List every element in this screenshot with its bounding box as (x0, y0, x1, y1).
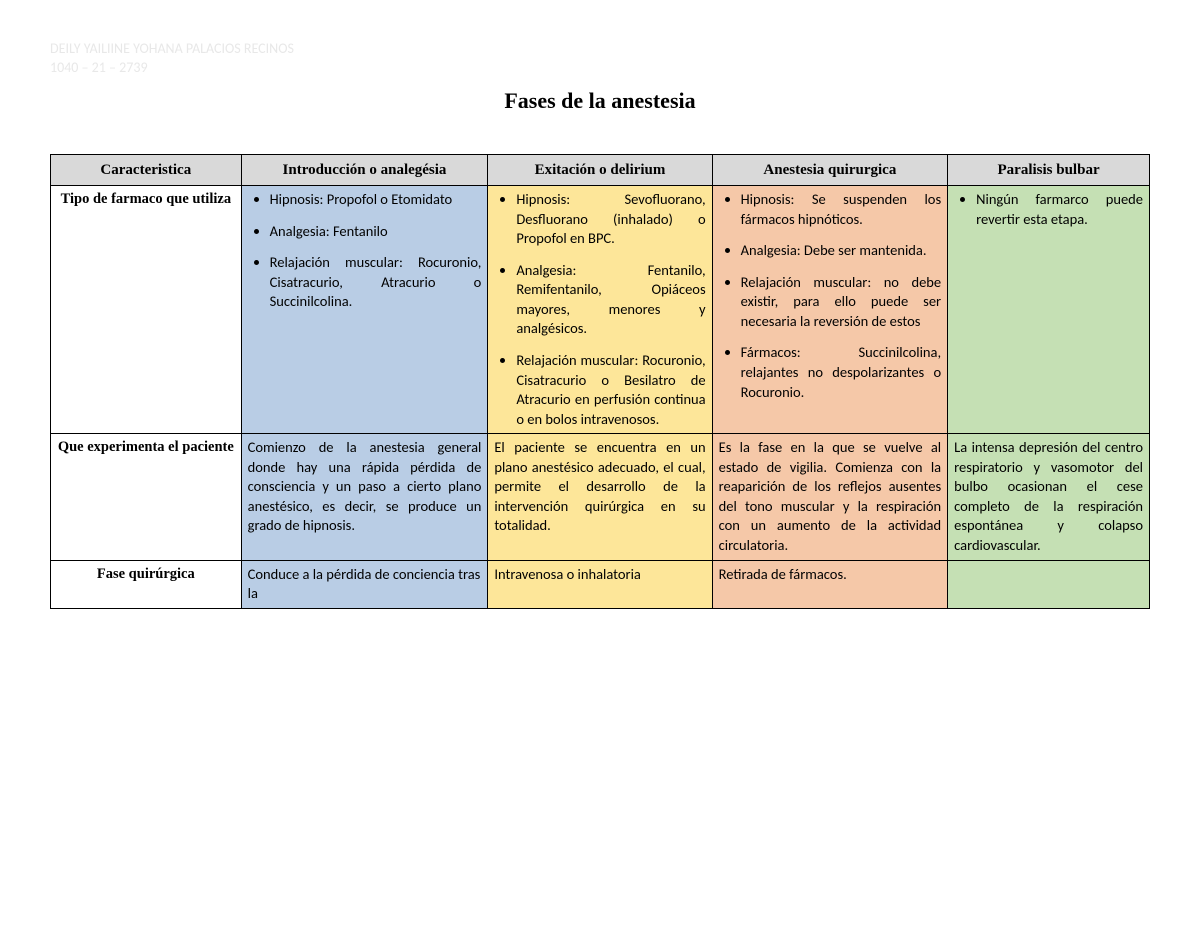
cell-list: Hipnosis: Sevofluorano, Desfluorano (inh… (494, 190, 705, 429)
anesthesia-table: CaracteristicaIntroducción o analegésiaE… (50, 154, 1150, 609)
page-title: Fases de la anestesia (50, 88, 1150, 114)
table-cell: Es la fase en la que se vuelve al estado… (712, 434, 948, 560)
list-item: Ningún farmarco puede revertir esta etap… (976, 190, 1143, 229)
col-header-2: Exitación o delirium (488, 154, 712, 185)
row-label: Fase quirúrgica (51, 560, 242, 608)
col-header-0: Caracteristica (51, 154, 242, 185)
watermark-line2: 1040 – 21 – 2739 (50, 59, 1150, 78)
table-cell (948, 560, 1150, 608)
table-cell: El paciente se encuentra en un plano ane… (488, 434, 712, 560)
table-cell: Intravenosa o inhalatoria (488, 560, 712, 608)
list-item: Relajación muscular: Rocuronio, Cisatrac… (516, 351, 705, 429)
table-cell: Conduce a la pérdida de conciencia tras … (241, 560, 488, 608)
table-row: Que experimenta el pacienteComienzo de l… (51, 434, 1150, 560)
list-item: Hipnosis: Propofol o Etomidato (270, 190, 482, 210)
col-header-1: Introducción o analegésia (241, 154, 488, 185)
row-label: Tipo de farmaco que utiliza (51, 186, 242, 434)
table-cell: Ningún farmarco puede revertir esta etap… (948, 186, 1150, 434)
table-cell: Comienzo de la anestesia general donde h… (241, 434, 488, 560)
list-item: Hipnosis: Sevofluorano, Desfluorano (inh… (516, 190, 705, 249)
list-item: Analgesia: Fentanilo (270, 222, 482, 242)
col-header-3: Anestesia quirurgica (712, 154, 948, 185)
watermark-line1: DEILY YAILIINE YOHANA PALACIOS RECINOS (50, 40, 1150, 59)
table-cell: La intensa depresión del centro respirat… (948, 434, 1150, 560)
list-item: Fármacos: Succinilcolina, relajantes no … (741, 343, 942, 402)
list-item: Analgesia: Fentanilo, Remifentanilo, Opi… (516, 261, 705, 339)
col-header-4: Paralisis bulbar (948, 154, 1150, 185)
list-item: Relajación muscular: no debe existir, pa… (741, 273, 942, 332)
table-cell: Hipnosis: Propofol o Etomidato Analgesia:… (241, 186, 488, 434)
list-item: Relajación muscular: Rocuronio, Cisatrac… (270, 253, 482, 312)
table-cell: Retirada de fármacos. (712, 560, 948, 608)
cell-list: Hipnosis: Se suspenden los fármacos hipn… (719, 190, 942, 402)
list-item: Analgesia: Debe ser mantenida. (741, 241, 942, 261)
cell-list: Ningún farmarco puede revertir esta etap… (954, 190, 1143, 229)
cell-list: Hipnosis: Propofol o Etomidato Analgesia:… (248, 190, 482, 312)
table-row: Tipo de farmaco que utilizaHipnosis: Pro… (51, 186, 1150, 434)
row-label: Que experimenta el paciente (51, 434, 242, 560)
table-header-row: CaracteristicaIntroducción o analegésiaE… (51, 154, 1150, 185)
table-cell: Hipnosis: Se suspenden los fármacos hipn… (712, 186, 948, 434)
table-cell: Hipnosis: Sevofluorano, Desfluorano (inh… (488, 186, 712, 434)
table-row: Fase quirúrgicaConduce a la pérdida de c… (51, 560, 1150, 608)
list-item: Hipnosis: Se suspenden los fármacos hipn… (741, 190, 942, 229)
watermark: DEILY YAILIINE YOHANA PALACIOS RECINOS 1… (50, 40, 1150, 78)
